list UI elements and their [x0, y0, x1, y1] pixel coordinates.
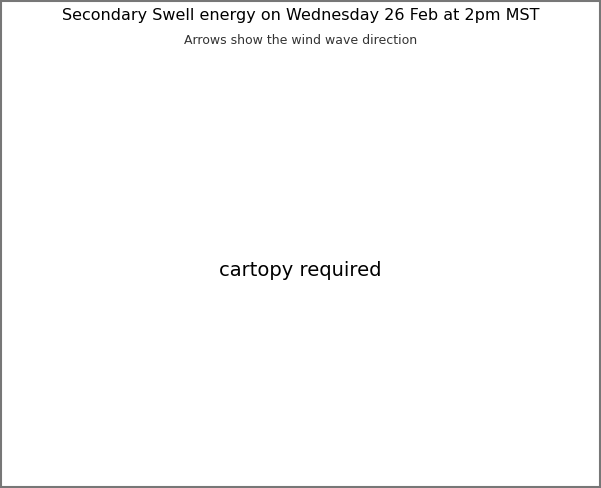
- Text: cartopy required: cartopy required: [219, 261, 382, 280]
- Text: Secondary Swell energy on Wednesday 26 Feb at 2pm MST: Secondary Swell energy on Wednesday 26 F…: [62, 8, 539, 23]
- Text: Arrows show the wind wave direction: Arrows show the wind wave direction: [184, 34, 417, 47]
